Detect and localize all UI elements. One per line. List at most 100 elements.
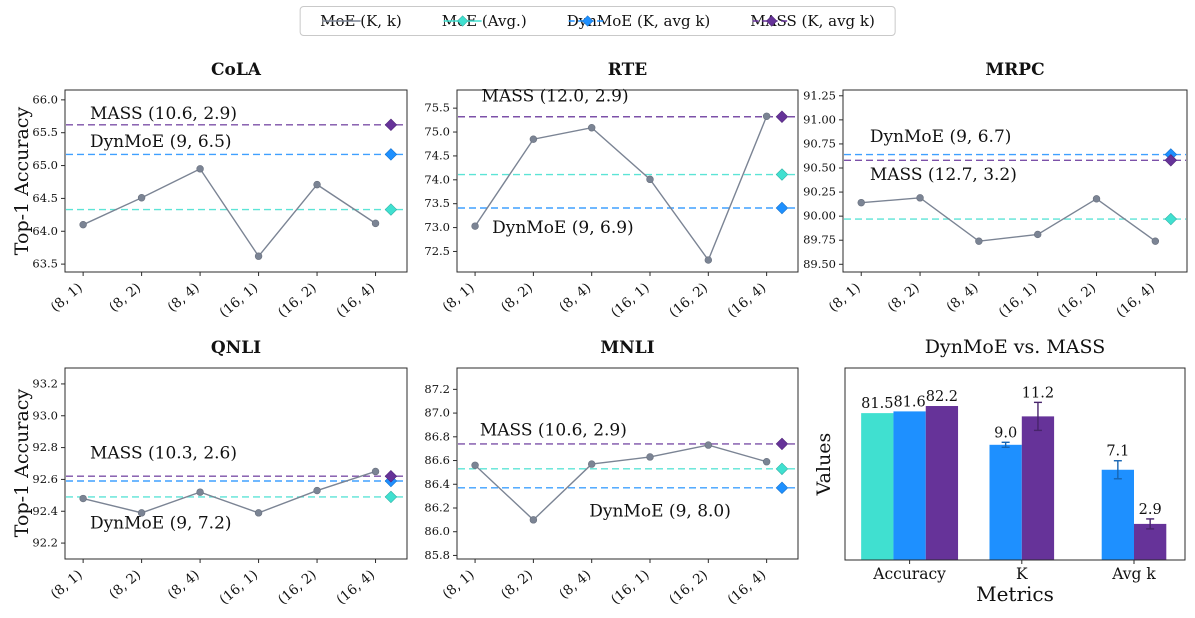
x-tick-label: (16, 2) <box>666 567 711 608</box>
mass-diamond <box>384 118 398 132</box>
moe-line <box>474 116 768 262</box>
mass-diamond <box>1164 154 1178 167</box>
bar-value-label: 7.1 <box>1106 444 1129 460</box>
legend-label: MoE (K, k) <box>320 12 402 30</box>
rte-plot: 72.5 73.0 73.5 74.0 74.5 75.0 75.5 (8, 1) (8, 2)… <box>424 87 799 321</box>
moe_avg-legend-marker <box>443 15 482 27</box>
bar-mass <box>925 406 959 560</box>
moe-point <box>704 441 713 449</box>
chart-title-mrpc: MRPC <box>985 60 1045 80</box>
x-tick-label: (16, 2) <box>275 280 320 321</box>
mrpc-plot: 89.50 89.75 90.00 90.25 90.50 90.75 91.00 91.25… <box>803 88 1188 321</box>
bar-value-label: 82.2 <box>926 389 958 405</box>
moe_avg-diamond <box>384 203 398 216</box>
annotation: DynMoE (9, 7.2) <box>90 513 232 533</box>
y-tick-label: 86.2 <box>424 500 450 514</box>
moe-point <box>916 194 924 202</box>
legend-item: MASS (K, avg k) <box>750 12 875 30</box>
moe-point <box>254 509 263 517</box>
x-tick-label: (8, 1) <box>440 280 478 316</box>
x-tick-label: (16, 4) <box>1113 280 1158 321</box>
moe-point <box>313 180 321 189</box>
x-tick-label: (8, 4) <box>165 280 203 316</box>
y-tick-label: 65.5 <box>32 125 58 139</box>
legend-label: MASS (K, avg k) <box>750 12 875 30</box>
moe-point <box>975 237 983 245</box>
moe-point <box>646 453 654 461</box>
bar-value-label: 2.9 <box>1139 502 1162 518</box>
x-tick-label: (8, 1) <box>48 567 86 603</box>
y-tick-label: 90.75 <box>803 136 836 150</box>
dynmoe-vs-mass-bar-chart: 81.5 81.6 82.2 9.0 11.2 7.1 2.9 Accuracy K Avg k <box>844 367 1186 583</box>
x-tick-label: (8, 1) <box>48 280 86 316</box>
chart-title-rte: RTE <box>607 60 648 80</box>
moe-point <box>1151 237 1160 245</box>
x-tick-label: (8, 4) <box>165 567 203 603</box>
y-tick-label: 93.2 <box>32 376 58 390</box>
y-tick-label: 90.25 <box>803 185 836 199</box>
annotation: MASS (10.6, 2.9) <box>90 104 237 124</box>
moe-point <box>313 486 321 495</box>
qnli-plot: 92.2 92.4 92.6 92.8 93.0 93.2 (8, 1) (8, 2) (8, … <box>32 367 408 608</box>
x-tick-label: (8, 2) <box>498 567 536 603</box>
y-tick-label: 74.0 <box>424 172 450 186</box>
y-tick-label: 87.2 <box>424 382 450 396</box>
y-tick-label: 75.5 <box>424 101 450 115</box>
moe-legend-marker <box>322 20 361 22</box>
x-tick-label: (16, 1) <box>608 280 653 321</box>
moe-point <box>704 256 713 264</box>
plot-area <box>456 367 799 560</box>
x-tick-label: (8, 2) <box>106 567 144 603</box>
x-tick-label: (8, 4) <box>556 280 594 316</box>
x-tick-label: (16, 1) <box>216 567 261 608</box>
dynmoe-legend-marker <box>568 15 607 27</box>
y-tick-label: 73.5 <box>424 196 450 210</box>
y-tick-label: 64.0 <box>32 224 58 238</box>
moe-point <box>371 467 380 476</box>
annotation: MASS (10.6, 2.9) <box>480 421 627 441</box>
moe-point <box>857 198 865 207</box>
category-label: Accuracy <box>872 565 946 583</box>
x-tick-label: (8, 2) <box>106 280 144 316</box>
y-tick-label: 89.50 <box>803 257 836 271</box>
y-tick-label: 91.00 <box>803 112 836 126</box>
bar-value-label: 11.2 <box>1022 385 1054 401</box>
y-tick-label: 63.5 <box>32 257 58 271</box>
bar-mass <box>1134 523 1167 560</box>
x-tick-label: (8, 2) <box>498 280 536 316</box>
y-tick-label: 75.0 <box>424 125 450 139</box>
moe_avg-diamond <box>775 462 789 476</box>
y-tick-label: 92.4 <box>32 504 58 518</box>
plot-area <box>456 89 799 273</box>
bar-dynmoe <box>989 444 1022 560</box>
moe-point <box>196 488 204 496</box>
x-tick-label: (16, 2) <box>275 567 320 608</box>
y-tick-label: 64.5 <box>32 191 58 205</box>
annotation: DynMoE (9, 6.7) <box>870 127 1012 147</box>
x-tick-label: (16, 2) <box>1054 280 1099 321</box>
moe-point <box>1092 195 1101 203</box>
moe_avg-diamond <box>1164 212 1178 226</box>
moe-point <box>79 220 87 229</box>
y-tick-label: 86.8 <box>424 429 450 443</box>
category-label: K <box>1016 565 1028 583</box>
legend-diamond <box>457 15 469 27</box>
x-tick-label: (16, 2) <box>666 280 711 321</box>
plot-area <box>842 89 1188 273</box>
moe-point <box>529 135 538 143</box>
annotation: MASS (10.3, 2.6) <box>90 443 237 463</box>
moe-line <box>82 167 376 258</box>
y-tick-label: 92.2 <box>32 536 58 550</box>
x-tick-label: (16, 1) <box>608 567 653 608</box>
plot-area <box>64 89 408 273</box>
moe-point <box>471 222 479 230</box>
bar-moe-avg- <box>861 413 894 560</box>
y-tick-label: 87.0 <box>424 406 450 420</box>
bar-dynmoe <box>893 411 926 560</box>
y-tick-label: 90.50 <box>803 161 836 175</box>
mass-diamond <box>384 470 398 483</box>
moe-point <box>762 458 771 466</box>
bar-value-label: 81.6 <box>893 394 925 410</box>
mass-legend-marker <box>752 15 791 27</box>
moe_avg-diamond <box>384 490 398 504</box>
